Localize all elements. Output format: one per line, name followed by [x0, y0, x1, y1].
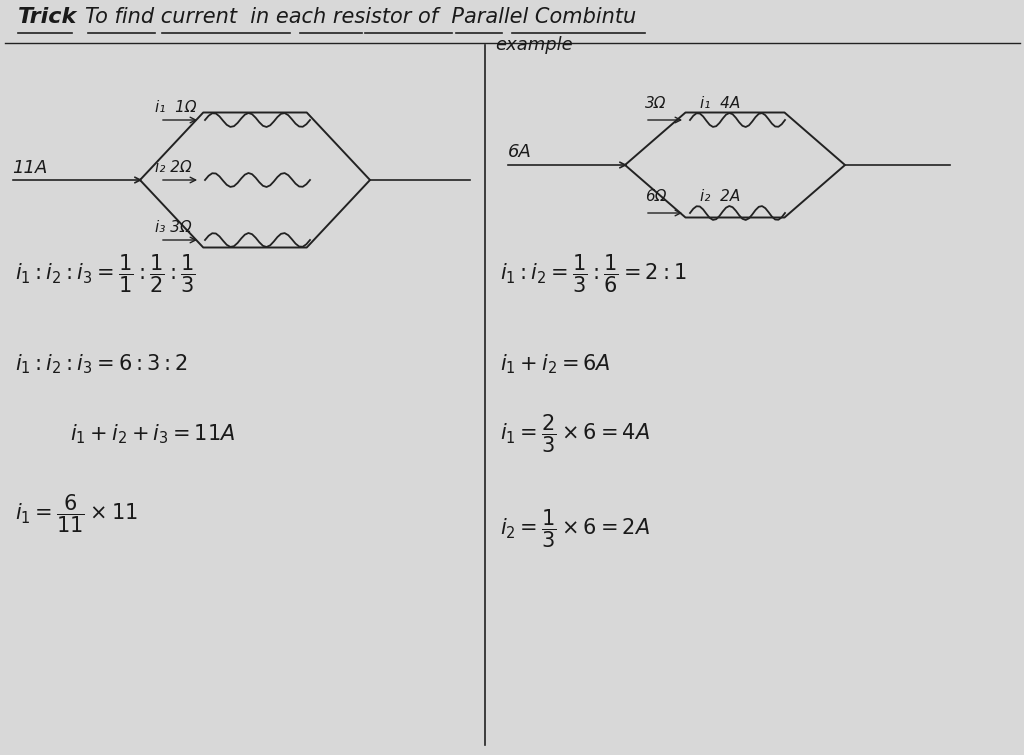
Text: 11A: 11A [12, 159, 47, 177]
Text: $i_1 + i_2 = 6A$: $i_1 + i_2 = 6A$ [500, 352, 610, 375]
Text: i₂ 2Ω: i₂ 2Ω [155, 160, 191, 175]
Text: $i_1 = \dfrac{6}{11} \times 11$: $i_1 = \dfrac{6}{11} \times 11$ [15, 492, 138, 535]
Text: To find current  in each resistor of  Parallel Combintu: To find current in each resistor of Para… [85, 7, 636, 27]
Text: 3Ω: 3Ω [645, 96, 667, 111]
Text: $i_1 : i_2 = \dfrac{1}{3} : \dfrac{1}{6} = 2 : 1$: $i_1 : i_2 = \dfrac{1}{3} : \dfrac{1}{6}… [500, 252, 686, 295]
Text: i₁  4A: i₁ 4A [700, 96, 740, 111]
Text: i₁  1Ω: i₁ 1Ω [155, 100, 197, 115]
Text: i₂  2A: i₂ 2A [700, 189, 740, 204]
Text: 6A: 6A [508, 143, 531, 161]
Text: i₃ 3Ω: i₃ 3Ω [155, 220, 191, 235]
Text: Trick: Trick [18, 7, 77, 27]
Text: $i_1 : i_2 : i_3 = 6 : 3 : 2$: $i_1 : i_2 : i_3 = 6 : 3 : 2$ [15, 352, 188, 375]
Text: $i_1 = \dfrac{2}{3} \times 6 = 4A$: $i_1 = \dfrac{2}{3} \times 6 = 4A$ [500, 412, 650, 455]
Text: $i_1 + i_2 + i_3 = 11A$: $i_1 + i_2 + i_3 = 11A$ [70, 422, 236, 445]
Text: 6Ω: 6Ω [645, 189, 667, 204]
Text: $i_1 : i_2 : i_3 = \dfrac{1}{1} : \dfrac{1}{2} : \dfrac{1}{3}$: $i_1 : i_2 : i_3 = \dfrac{1}{1} : \dfrac… [15, 252, 196, 295]
Text: $i_2 = \dfrac{1}{3} \times 6 = 2A$: $i_2 = \dfrac{1}{3} \times 6 = 2A$ [500, 507, 650, 550]
Text: example: example [495, 36, 572, 54]
